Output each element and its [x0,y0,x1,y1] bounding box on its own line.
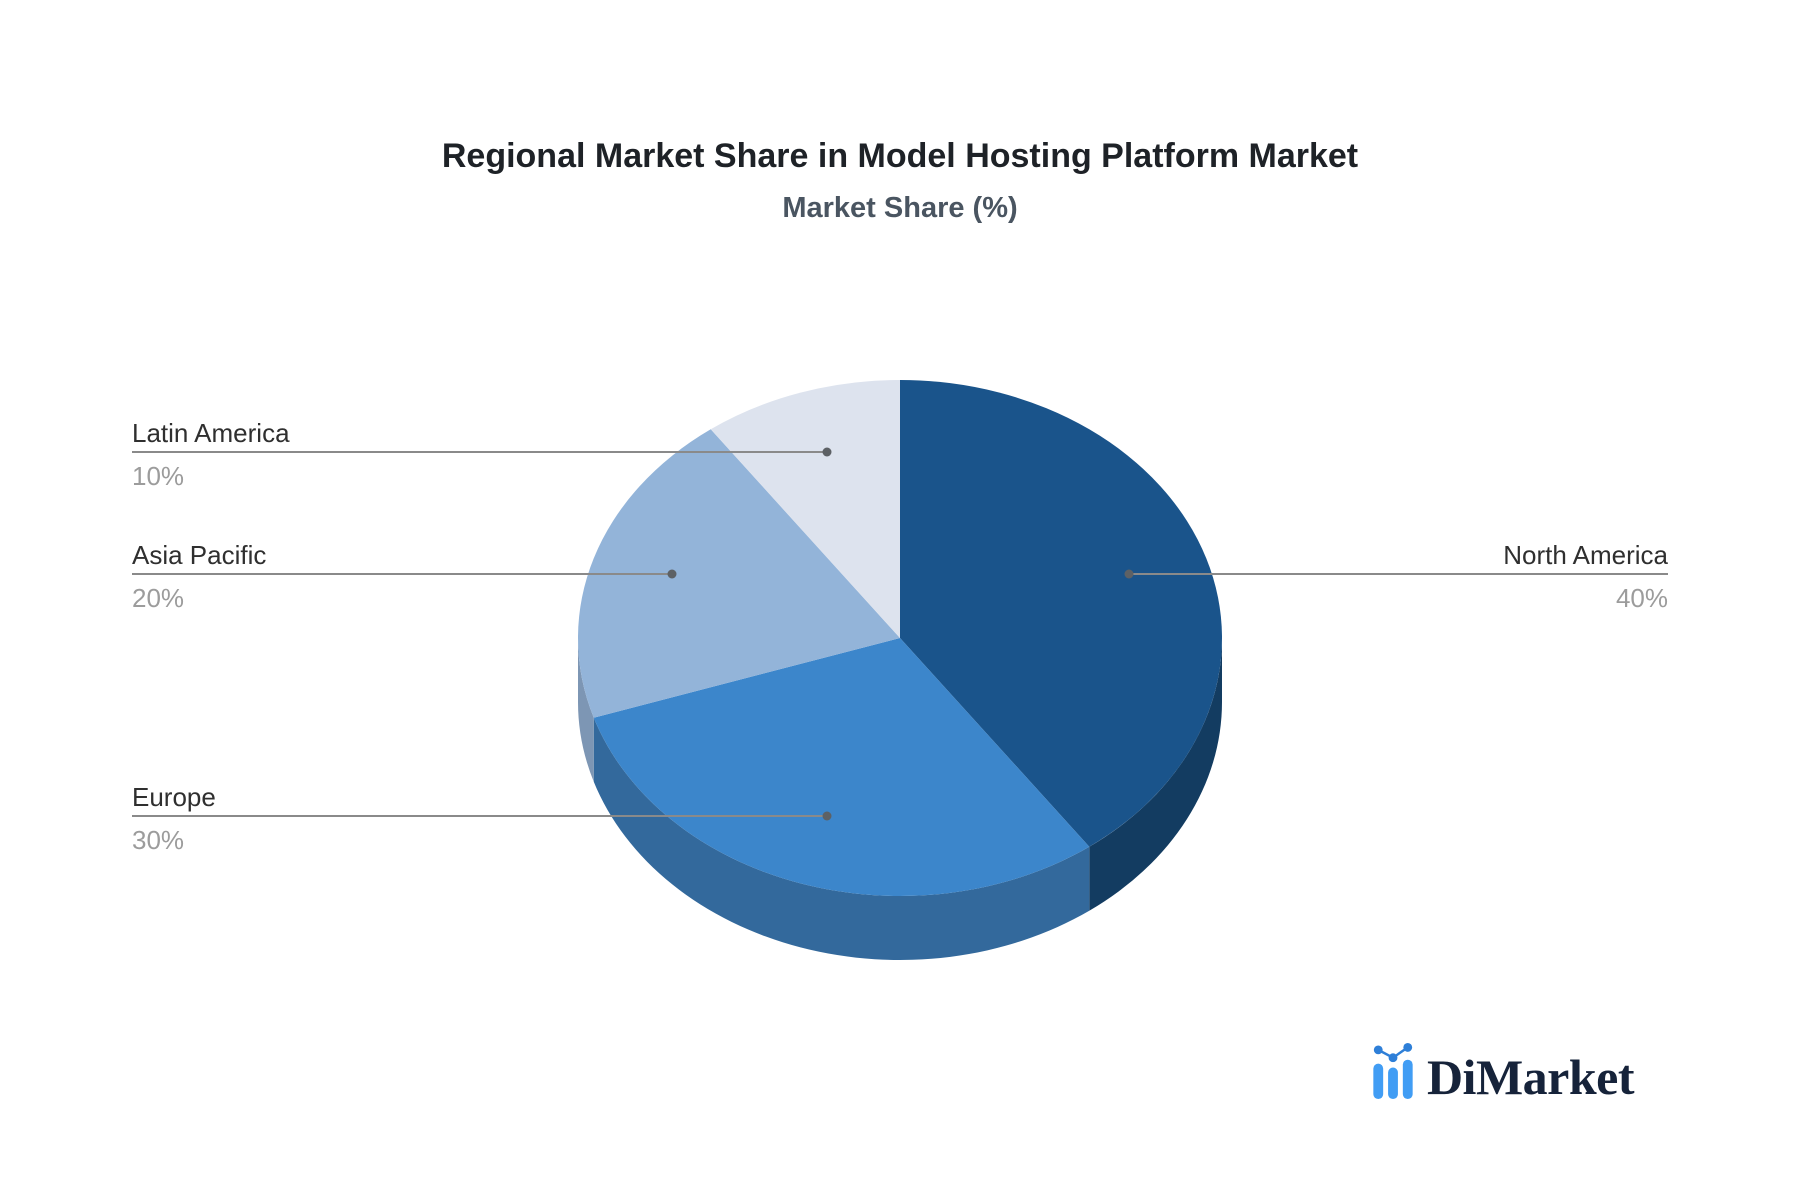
chart-subtitle: Market Share (%) [782,192,1018,224]
callout-dot-asia-pacific [667,569,677,579]
pie-slice-asia-pacific[interactable] [578,429,900,718]
callout-dot-europe [822,811,832,821]
pie-slice-side-north-america [1089,638,1222,911]
slice-label-europe: Europe [132,782,216,812]
slice-pct-asia-pacific: 20% [132,583,184,613]
brand-name: DiMarket [1426,1049,1635,1105]
slice-label-asia-pacific: Asia Pacific [132,540,266,570]
slice-label-north-america: North America [1503,540,1668,570]
chart-title: Regional Market Share in Model Hosting P… [441,137,1359,175]
slice-label-latin-america: Latin America [132,418,290,448]
slice-pct-latin-america: 10% [132,461,184,491]
pie-slice-side-asia-pacific [578,638,594,782]
slice-pct-north-america: 40% [1616,583,1668,613]
slice-pct-europe: 30% [132,825,184,855]
pie-slice-europe[interactable] [593,638,1090,896]
brand-logo: DiMarket [1370,1042,1635,1105]
pie-slice-side-europe [593,717,1090,960]
bar-line-chart-icon [1373,1042,1413,1100]
pie-slice-north-america[interactable] [900,380,1222,847]
callout-dot-north-america [1124,569,1134,579]
pie-slice-latin-america[interactable] [710,380,900,638]
callout-dot-latin-america [822,447,832,457]
